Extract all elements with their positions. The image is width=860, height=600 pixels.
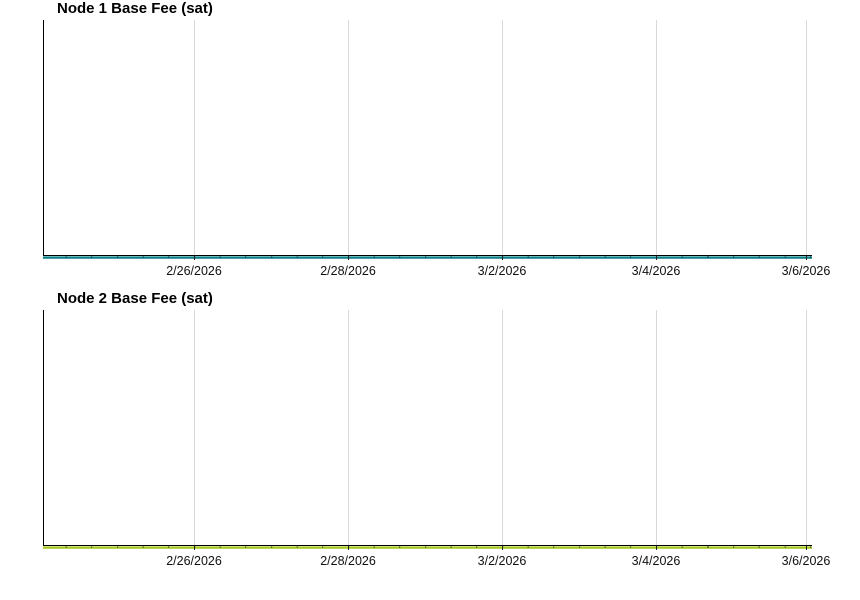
x-axis-tick-label: 2/28/2026 bbox=[320, 264, 376, 278]
x-axis-tick-mark bbox=[806, 256, 807, 260]
vertical-gridline bbox=[806, 310, 807, 546]
x-axis-tick-mark bbox=[656, 546, 657, 550]
chart-title: Node 2 Base Fee (sat) bbox=[57, 290, 213, 307]
x-axis-tick-mark bbox=[194, 256, 195, 260]
vertical-gridline bbox=[348, 20, 349, 256]
minor-tick-marks bbox=[43, 255, 812, 258]
vertical-gridline bbox=[806, 20, 807, 256]
x-axis-tick-label: 3/6/2026 bbox=[781, 554, 831, 568]
node2-base-fee-chart: Node 2 Base Fee (sat) 2/26/2026 2/28/2026… bbox=[0, 290, 860, 575]
x-axis-tick-mark bbox=[502, 546, 503, 550]
x-axis-tick-mark bbox=[656, 256, 657, 260]
x-axis-tick-label: 3/6/2026 bbox=[781, 264, 831, 278]
chart-title: Node 1 Base Fee (sat) bbox=[57, 0, 213, 17]
x-axis-tick-label: 3/2/2026 bbox=[477, 554, 527, 568]
vertical-gridline bbox=[502, 20, 503, 256]
minor-tick-marks bbox=[43, 545, 812, 548]
y-axis-line bbox=[43, 310, 44, 546]
x-axis-tick-label: 3/4/2026 bbox=[631, 554, 681, 568]
x-axis-tick-mark bbox=[348, 256, 349, 260]
y-axis-line bbox=[43, 20, 44, 256]
vertical-gridline bbox=[194, 20, 195, 256]
node1-base-fee-chart: Node 1 Base Fee (sat) 2/26/2026 2/28/2026… bbox=[0, 0, 860, 285]
plot-area bbox=[43, 20, 812, 259]
x-axis-tick-label: 2/28/2026 bbox=[320, 554, 376, 568]
vertical-gridline bbox=[502, 310, 503, 546]
vertical-gridline bbox=[348, 310, 349, 546]
vertical-gridline bbox=[656, 310, 657, 546]
x-axis-tick-mark bbox=[806, 546, 807, 550]
x-axis-tick-label: 3/2/2026 bbox=[477, 264, 527, 278]
plot-area bbox=[43, 310, 812, 549]
x-axis-tick-label: 2/26/2026 bbox=[166, 554, 222, 568]
x-axis-tick-label: 3/4/2026 bbox=[631, 264, 681, 278]
x-axis-tick-mark bbox=[502, 256, 503, 260]
x-axis-tick-mark bbox=[348, 546, 349, 550]
x-axis-tick-label: 2/26/2026 bbox=[166, 264, 222, 278]
vertical-gridline bbox=[656, 20, 657, 256]
x-axis-tick-mark bbox=[194, 546, 195, 550]
vertical-gridline bbox=[194, 310, 195, 546]
